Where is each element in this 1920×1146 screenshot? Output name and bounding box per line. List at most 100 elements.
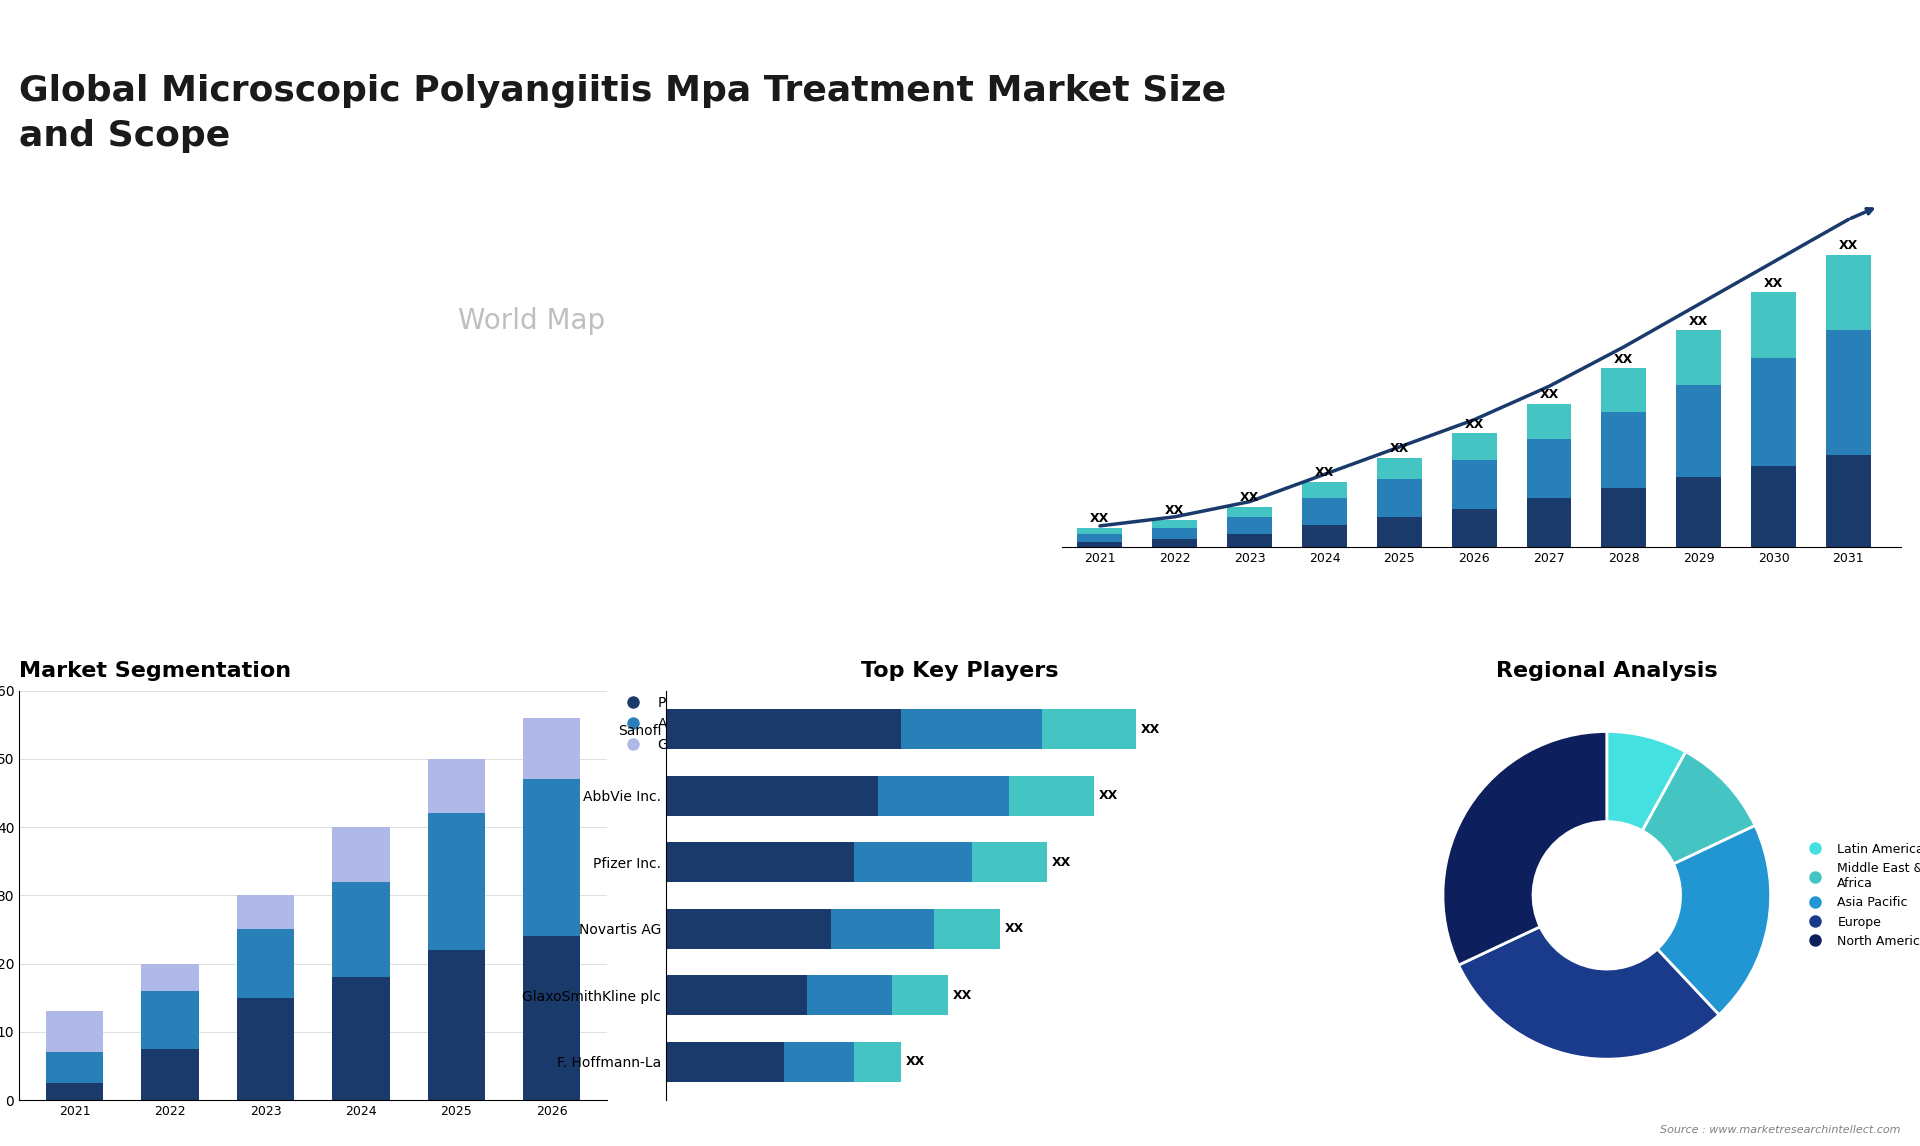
Wedge shape xyxy=(1642,752,1755,864)
Bar xyxy=(522,779,580,936)
Text: XX: XX xyxy=(1165,504,1185,517)
Wedge shape xyxy=(1459,927,1718,1059)
Bar xyxy=(236,998,294,1100)
Bar xyxy=(1227,517,1273,534)
Bar xyxy=(1077,534,1123,542)
Bar xyxy=(877,776,1010,816)
Bar xyxy=(1676,477,1720,547)
Text: XX: XX xyxy=(1315,466,1334,479)
Bar xyxy=(1302,499,1348,526)
Bar xyxy=(428,759,486,814)
Bar xyxy=(1152,539,1198,547)
Bar xyxy=(1152,528,1198,539)
Bar xyxy=(666,709,900,749)
Bar xyxy=(1526,499,1571,547)
Bar xyxy=(666,1042,783,1082)
Text: XX: XX xyxy=(1764,277,1784,290)
Bar xyxy=(1010,776,1094,816)
Bar xyxy=(46,1012,104,1052)
Text: INTELLECT: INTELLECT xyxy=(1770,88,1830,99)
Bar xyxy=(522,717,580,779)
Bar xyxy=(1751,358,1795,466)
Bar xyxy=(1452,509,1496,547)
Text: XX: XX xyxy=(952,989,972,1002)
Bar xyxy=(1227,507,1273,517)
Text: XX: XX xyxy=(1240,490,1260,504)
Text: XX: XX xyxy=(1690,315,1709,328)
Text: XX: XX xyxy=(1091,512,1110,526)
Text: RESEARCH: RESEARCH xyxy=(1770,70,1830,79)
Bar xyxy=(666,975,806,1015)
Bar xyxy=(1377,517,1421,547)
Bar xyxy=(1077,528,1123,534)
Bar xyxy=(1377,479,1421,517)
Bar xyxy=(1152,520,1198,528)
Bar xyxy=(1826,455,1870,547)
Bar xyxy=(1601,368,1645,411)
Bar xyxy=(1526,403,1571,439)
Bar xyxy=(783,1042,854,1082)
Bar xyxy=(1601,487,1645,547)
Bar xyxy=(1751,292,1795,358)
Bar xyxy=(1302,526,1348,547)
Bar xyxy=(891,975,948,1015)
Text: XX: XX xyxy=(1390,442,1409,455)
Text: Global Microscopic Polyangiitis Mpa Treatment Market Size
and Scope: Global Microscopic Polyangiitis Mpa Trea… xyxy=(19,74,1227,154)
Text: MARKET: MARKET xyxy=(1770,50,1816,61)
Bar xyxy=(806,975,891,1015)
Bar xyxy=(236,929,294,998)
Bar xyxy=(142,1049,198,1100)
Text: XX: XX xyxy=(1052,856,1071,869)
Text: XX: XX xyxy=(1140,723,1160,736)
Title: Regional Analysis: Regional Analysis xyxy=(1496,660,1718,681)
Text: XX: XX xyxy=(1540,387,1559,401)
Bar xyxy=(332,827,390,881)
Text: Market Segmentation: Market Segmentation xyxy=(19,660,292,681)
Bar xyxy=(46,1052,104,1083)
Bar xyxy=(522,936,580,1100)
Bar xyxy=(1452,433,1496,461)
Bar xyxy=(900,709,1043,749)
Bar xyxy=(332,881,390,978)
Bar xyxy=(666,842,854,882)
Bar xyxy=(1302,482,1348,499)
Text: XX: XX xyxy=(1004,923,1023,935)
Bar xyxy=(1601,411,1645,487)
Bar xyxy=(1826,254,1870,330)
Bar xyxy=(1377,457,1421,479)
Text: Source : www.marketresearchintellect.com: Source : www.marketresearchintellect.com xyxy=(1661,1124,1901,1135)
Bar xyxy=(236,895,294,929)
Bar xyxy=(1526,439,1571,499)
Bar xyxy=(46,1083,104,1100)
Wedge shape xyxy=(1657,825,1770,1015)
Bar xyxy=(1227,534,1273,547)
Bar xyxy=(142,964,198,991)
Bar xyxy=(666,909,831,949)
Bar xyxy=(935,909,1000,949)
Bar xyxy=(332,978,390,1100)
Bar xyxy=(428,814,486,950)
Wedge shape xyxy=(1607,731,1686,831)
Wedge shape xyxy=(1444,731,1607,965)
Bar xyxy=(1077,542,1123,547)
Title: Top Key Players: Top Key Players xyxy=(862,660,1058,681)
Text: XX: XX xyxy=(1465,417,1484,431)
Bar xyxy=(428,950,486,1100)
Bar xyxy=(972,842,1046,882)
Bar xyxy=(666,776,877,816)
Text: World Map: World Map xyxy=(459,307,605,335)
Bar xyxy=(1826,330,1870,455)
Bar xyxy=(1676,330,1720,385)
Text: XX: XX xyxy=(906,1055,925,1068)
Text: XX: XX xyxy=(1098,790,1117,802)
Bar xyxy=(1452,461,1496,509)
Text: XX: XX xyxy=(1839,238,1859,252)
Bar xyxy=(854,842,972,882)
Legend: Product, Application, Geography: Product, Application, Geography xyxy=(612,691,741,758)
Text: XX: XX xyxy=(1615,353,1634,366)
Bar xyxy=(831,909,935,949)
Bar xyxy=(1043,709,1137,749)
Bar xyxy=(854,1042,900,1082)
Bar xyxy=(142,991,198,1049)
Legend: Latin America, Middle East &
Africa, Asia Pacific, Europe, North America: Latin America, Middle East & Africa, Asi… xyxy=(1797,838,1920,952)
